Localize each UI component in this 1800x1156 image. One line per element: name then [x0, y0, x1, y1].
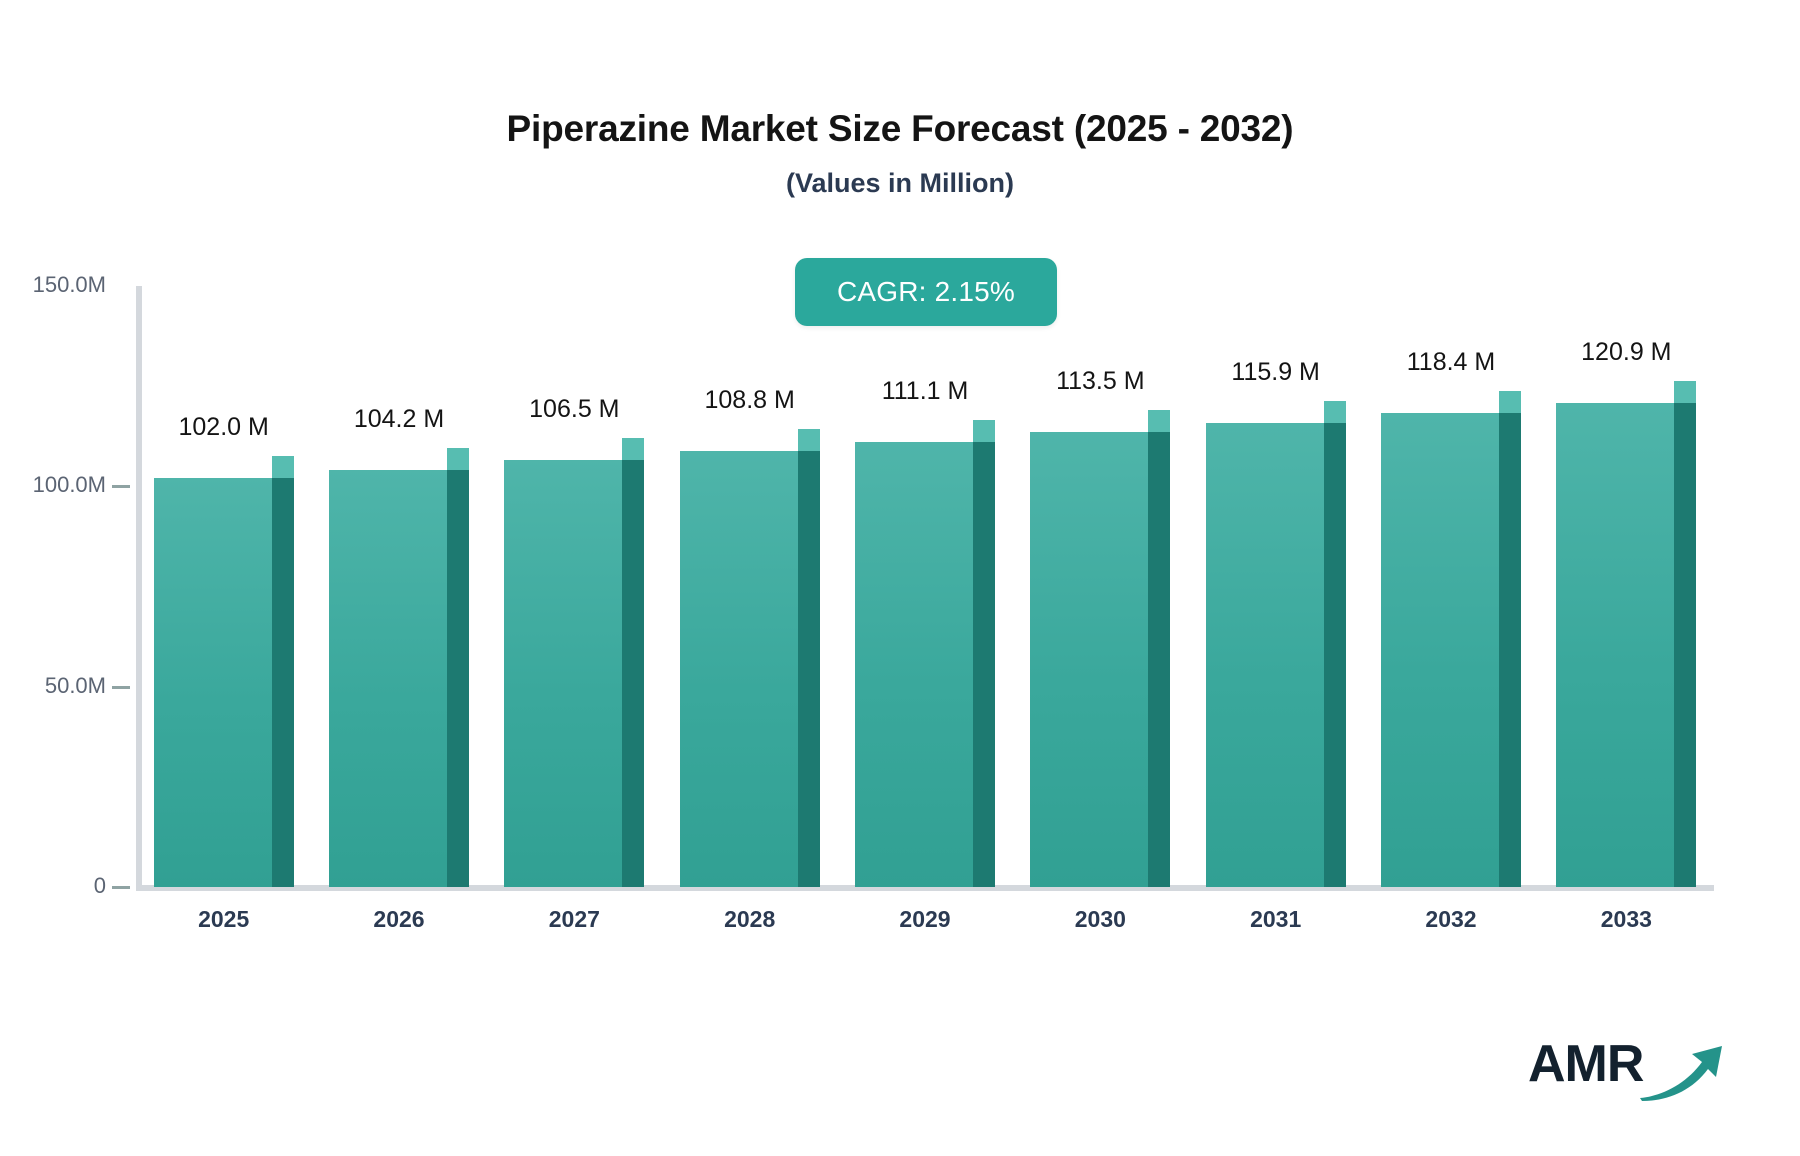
bar-value-label: 120.9 M — [1581, 337, 1672, 366]
bar-top-face — [271, 456, 294, 479]
x-axis-tick-label: 2033 — [1600, 906, 1652, 932]
bar-front-face — [329, 469, 447, 887]
amr-logo: AMR — [1528, 1028, 1728, 1106]
bar-side-face — [271, 478, 294, 887]
bar: 120.9 M — [1556, 338, 1697, 887]
x-axis-tick-label: 2028 — [724, 906, 776, 932]
x-axis-tick-label: 2031 — [1250, 906, 1302, 932]
bar-top-face — [1674, 380, 1697, 403]
bar-front-face — [504, 460, 623, 887]
x-axis-tick-label: 2030 — [1074, 906, 1126, 932]
y-axis-tick-label: 100.0M — [32, 472, 106, 498]
bar-value-label: 104.2 M — [353, 404, 445, 433]
x-axis-tick-label: 2027 — [548, 906, 600, 932]
bar-top-face — [797, 429, 820, 452]
bar-value-label: 118.4 M — [1406, 347, 1496, 376]
x-axis-tick-label: 2025 — [198, 906, 250, 932]
bar-value-label: 111.1 M — [881, 376, 969, 405]
bar-top-face — [447, 447, 469, 470]
bar: 102.0 M — [153, 413, 294, 887]
bar: 104.2 M — [329, 405, 469, 887]
bar-side-face — [1323, 422, 1346, 887]
bar-value-label: 108.8 M — [704, 386, 795, 415]
bar-front-face — [153, 478, 272, 887]
bar-side-face — [973, 441, 995, 887]
x-axis-tick-label: 2029 — [899, 906, 951, 932]
bar: 115.9 M — [1205, 358, 1346, 887]
bar-front-face — [1030, 432, 1149, 887]
cagr-badge-label: CAGR: 2.15% — [836, 276, 1016, 307]
bar: 113.5 M — [1030, 367, 1171, 887]
arrow-up-right-icon — [1636, 1040, 1728, 1107]
bar-side-face — [447, 469, 469, 887]
y-axis-line — [136, 286, 142, 887]
bar-value-label: 102.0 M — [178, 413, 269, 442]
y-axis-tick-label: 50.0M — [44, 672, 106, 698]
x-axis-tick-label: 2032 — [1425, 906, 1477, 932]
y-axis-tick-label: 150.0M — [32, 272, 106, 297]
bar-front-face — [1205, 422, 1324, 887]
chart-subtitle: (Values in Million) — [785, 168, 1015, 198]
bar-top-face — [1323, 400, 1346, 423]
bar-front-face — [1381, 412, 1499, 887]
bar-front-face — [679, 451, 798, 887]
y-axis-tick-mark — [112, 685, 130, 689]
bar-front-face — [1556, 402, 1675, 887]
y-axis-tick-label: 0 — [93, 873, 106, 898]
y-axis-tick-mark — [112, 485, 130, 489]
bar-value-label: 106.5 M — [529, 395, 620, 424]
x-axis-line — [136, 885, 1714, 891]
bar-front-face — [855, 441, 973, 887]
bar-side-face — [797, 451, 820, 887]
bar-top-face — [1148, 410, 1171, 433]
bar-top-face — [1499, 390, 1521, 413]
bar-side-face — [1499, 412, 1521, 887]
x-axis-tick-label: 2026 — [373, 906, 425, 932]
amr-logo-text: AMR — [1528, 1035, 1644, 1093]
bar-top-face — [973, 419, 995, 442]
bar: 118.4 M — [1381, 348, 1521, 887]
y-axis-tick-mark — [112, 886, 130, 889]
bar-top-face — [622, 438, 645, 461]
bar-side-face — [1674, 402, 1697, 887]
bar: 108.8 M — [679, 386, 820, 887]
bar: 106.5 M — [504, 395, 645, 887]
bar-value-label: 113.5 M — [1056, 367, 1145, 396]
cagr-badge: CAGR: 2.15% — [795, 258, 1057, 326]
bar-side-face — [1148, 432, 1171, 887]
bar-value-label: 115.9 M — [1231, 357, 1320, 386]
plot-area: 102.0 M 104.2 M 106.5 M 108.8 M 111.1 M 113.5… — [136, 286, 1714, 887]
bar-side-face — [622, 460, 645, 887]
bar: 111.1 M — [855, 377, 995, 887]
page-title: Piperazine Market Size Forecast (2025 - … — [506, 108, 1294, 149]
